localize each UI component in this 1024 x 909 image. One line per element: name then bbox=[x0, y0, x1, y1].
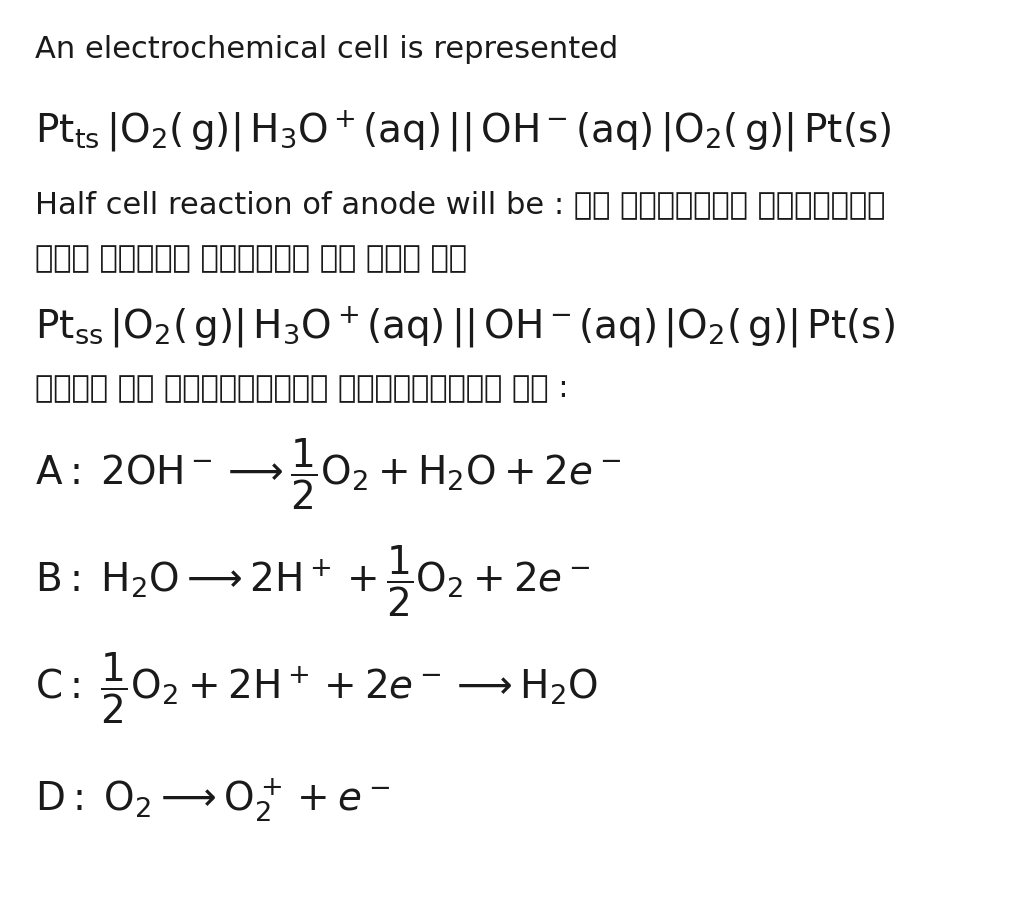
Text: $\mathrm{Pt_{ts}}\,|\mathrm{O_2(\,g)}|\,\mathrm{H_3O^+(aq)}\,||\,\mathrm{OH^-(aq: $\mathrm{Pt_{ts}}\,|\mathrm{O_2(\,g)}|\,… bbox=[35, 109, 892, 155]
Text: सैल निम्न प्रकार दी गयी है: सैल निम्न प्रकार दी गयी है bbox=[35, 245, 467, 274]
Text: Half cell reaction of anode will be : एक विद्युत रसायनिक: Half cell reaction of anode will be : एक… bbox=[35, 190, 886, 219]
Text: $\mathrm{B:\;H_2O\longrightarrow 2H^++\dfrac{1}{2}O_2+2}\mathit{e}^-$: $\mathrm{B:\;H_2O\longrightarrow 2H^++\d… bbox=[35, 544, 591, 619]
Text: $\mathrm{C:\;\dfrac{1}{2}O_2+2H^++2}\mathit{e}^-\mathrm{\longrightarrow H_2O}$: $\mathrm{C:\;\dfrac{1}{2}O_2+2H^++2}\mat… bbox=[35, 651, 598, 725]
Text: एनोड की अर्द्वसैल अभिक्रिया है :: एनोड की अर्द्वसैल अभिक्रिया है : bbox=[35, 375, 568, 404]
Text: An electrochemical cell is represented: An electrochemical cell is represented bbox=[35, 35, 618, 65]
Text: $\mathrm{D:\;O_2\longrightarrow O_2^++}\mathit{e}^-$: $\mathrm{D:\;O_2\longrightarrow O_2^++}\… bbox=[35, 776, 390, 824]
Text: $\mathrm{Pt_{ss}}\,|\mathrm{O_2(\,g)}|\,\mathrm{H_3O^+(aq)}\,||\,\mathrm{OH^-(aq: $\mathrm{Pt_{ss}}\,|\mathrm{O_2(\,g)}|\,… bbox=[35, 305, 895, 350]
Text: $\mathrm{A:\;2OH^-\longrightarrow\dfrac{1}{2}O_2+H_2O+2}\mathit{e}^-$: $\mathrm{A:\;2OH^-\longrightarrow\dfrac{… bbox=[35, 437, 622, 512]
